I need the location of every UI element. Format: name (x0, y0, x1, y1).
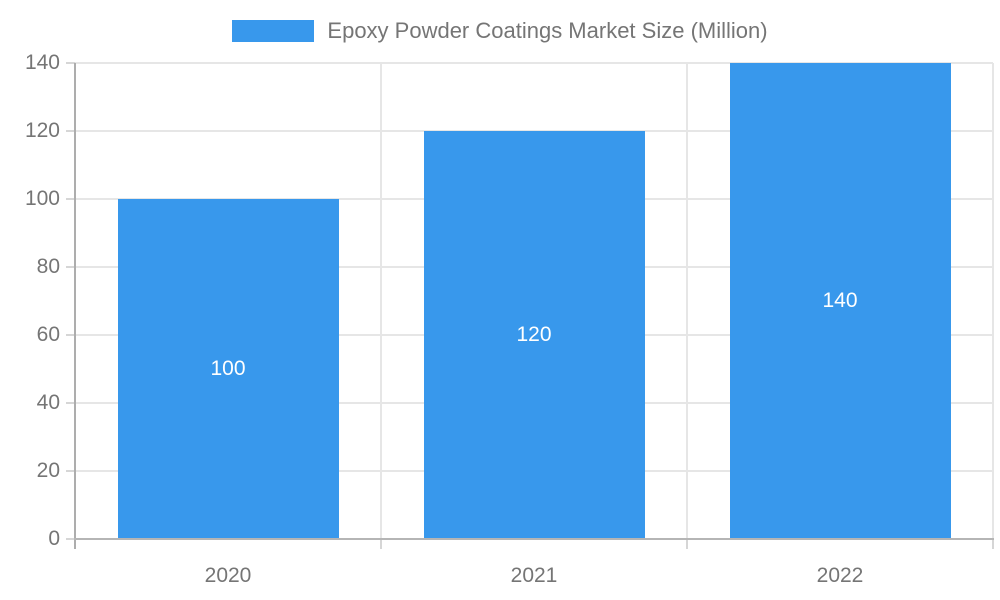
bar-value-label: 140 (822, 289, 858, 312)
plot-area: 0 20 40 60 80 100 120 140 2020 2021 2022 100 120 140 (25, 51, 994, 587)
y-axis-tick-label: 120 (24, 119, 60, 142)
y-axis-tick (66, 538, 75, 540)
x-axis-tick (686, 539, 688, 549)
y-axis-tick (66, 334, 75, 336)
y-axis-tick (66, 130, 75, 132)
y-axis-tick-label: 60 (36, 323, 60, 346)
gridline-vertical (992, 63, 994, 539)
legend-swatch (232, 20, 315, 42)
x-axis-tick-label: 2020 (204, 564, 252, 587)
bar[interactable] (424, 131, 645, 539)
x-axis-tick-label: 2022 (816, 564, 864, 587)
y-axis-tick-label: 0 (48, 527, 60, 550)
y-axis-tick (66, 198, 75, 200)
x-axis-tick (992, 539, 994, 549)
y-axis-tick-label: 100 (24, 187, 60, 210)
gridline-vertical (380, 63, 382, 539)
legend-label: Epoxy Powder Coatings Market Size (Milli… (327, 18, 768, 43)
y-axis-tick (66, 402, 75, 404)
y-axis-line (74, 63, 76, 549)
chart-legend[interactable]: Epoxy Powder Coatings Market Size (Milli… (0, 18, 1000, 44)
bar-value-label: 120 (516, 323, 552, 346)
bar-value-label: 100 (210, 357, 246, 380)
y-axis-tick-label: 80 (36, 255, 60, 278)
bar[interactable] (118, 199, 339, 539)
y-axis-tick-label: 140 (24, 51, 60, 74)
x-axis-tick (380, 539, 382, 549)
y-axis-tick (66, 470, 75, 472)
gridline-horizontal (75, 62, 993, 64)
y-axis-tick-label: 20 (36, 459, 60, 482)
y-axis-tick (66, 266, 75, 268)
gridline-vertical (686, 63, 688, 539)
x-axis-line (74, 538, 994, 540)
y-axis-tick (66, 62, 75, 64)
bar[interactable] (730, 63, 951, 539)
x-axis-tick-label: 2021 (510, 564, 558, 587)
y-axis-tick-label: 40 (36, 391, 60, 414)
